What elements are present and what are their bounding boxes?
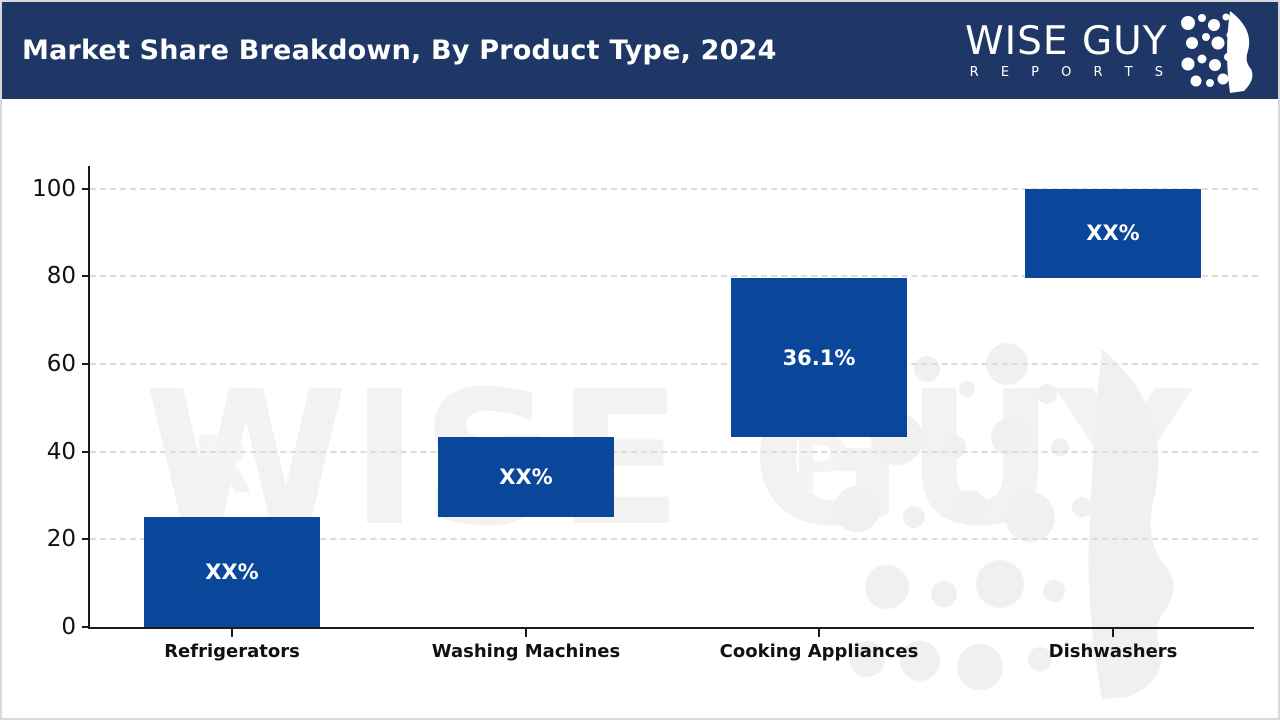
x-axis-label: Dishwashers (1048, 641, 1178, 662)
y-tick (82, 538, 90, 541)
x-tick (1112, 629, 1114, 637)
gridline (90, 538, 1258, 541)
bar-value-label: 36.1% (782, 345, 856, 370)
y-tick-label: 100 (32, 175, 76, 202)
bar: XX% (438, 436, 614, 518)
y-tick (82, 187, 90, 190)
x-tick (525, 629, 527, 637)
y-tick-label: 80 (46, 263, 76, 290)
bar-value-label: XX% (1086, 221, 1140, 246)
y-tick (82, 362, 90, 365)
bar-value-label: XX% (499, 465, 553, 490)
y-tick-label: 60 (46, 350, 76, 377)
logo-face-icon (1181, 10, 1253, 93)
logo-title: WISE GUY (965, 19, 1168, 64)
x-tick (231, 629, 233, 637)
y-tick-label: 40 (46, 438, 76, 465)
page-title: Market Share Breakdown, By Product Type,… (22, 35, 777, 66)
y-tick (82, 450, 90, 453)
x-tick (818, 629, 820, 637)
y-tick (82, 626, 90, 628)
bar: XX% (144, 517, 320, 627)
bar: XX% (1025, 188, 1201, 279)
header: Market Share Breakdown, By Product Type,… (2, 2, 1278, 99)
logo-subtitle: R E P O R T S (969, 65, 1172, 80)
watermark-face-icon (834, 343, 1174, 699)
y-axis-spine (88, 166, 90, 629)
x-axis-label: Washing Machines (431, 641, 621, 662)
waterfall-chart: WISE GUY R E P O R T S 020406080100XX%Re… (2, 99, 1278, 718)
y-tick (82, 275, 90, 278)
wise-guy-logo: WISE GUY R E P O R T S (961, 9, 1254, 93)
gridline (90, 450, 1258, 453)
x-axis-label: Refrigerators (164, 641, 300, 662)
x-axis-spine (88, 627, 1254, 629)
x-axis-label: Cooking Appliances (719, 641, 919, 662)
bar: 36.1% (731, 278, 907, 437)
gridline (90, 187, 1258, 190)
y-tick-label: 0 (61, 614, 76, 640)
logo-text: WISE GUY R E P O R T S (961, 22, 1172, 79)
bar-value-label: XX% (205, 560, 259, 585)
gridline (90, 275, 1258, 278)
y-tick-label: 20 (46, 526, 76, 553)
gridline (90, 362, 1258, 365)
